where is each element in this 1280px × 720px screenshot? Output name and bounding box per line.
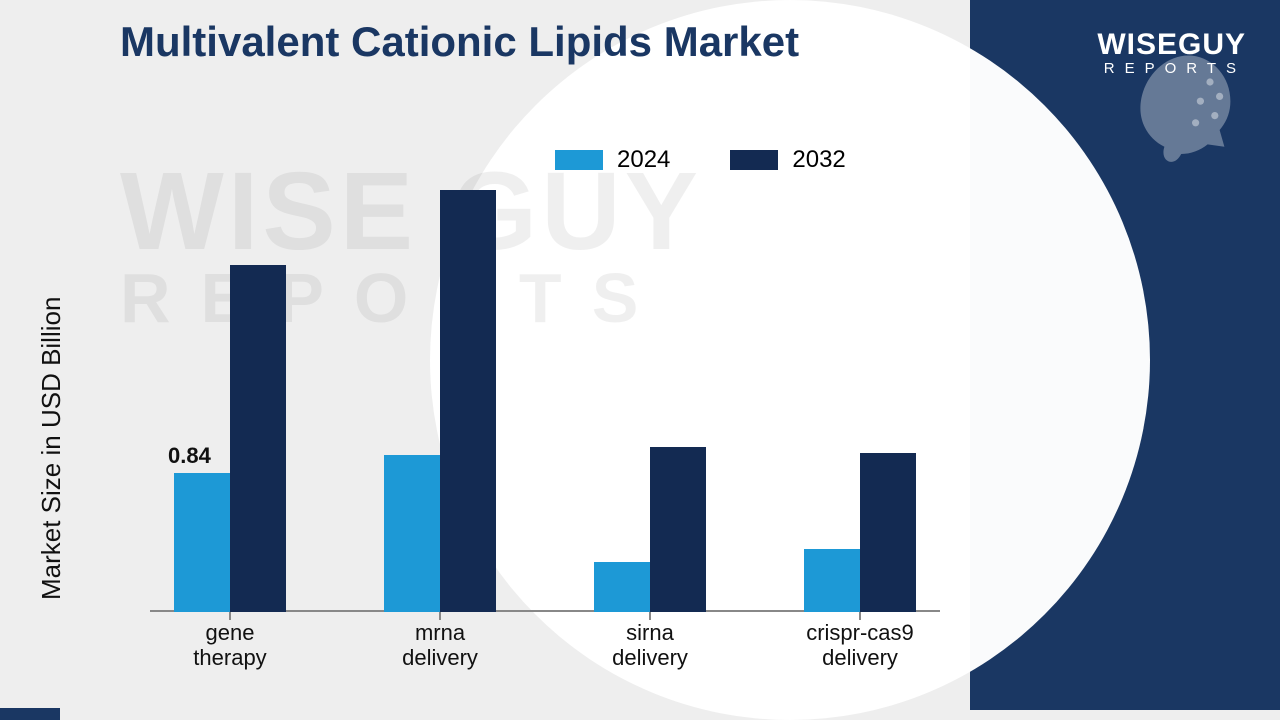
bar-2032 [860,453,916,612]
brand-logo: WISEGUY REPORTS [1097,28,1246,77]
legend-label-2024: 2024 [617,146,670,174]
legend: 2024 2032 [555,146,846,174]
category-label: genetherapy [140,620,320,671]
bar-2024 [174,473,230,612]
bar-2024 [384,455,440,612]
legend-label-2032: 2032 [792,146,845,174]
category-label: mrnadelivery [350,620,530,671]
plot-area: 0.84 [150,182,940,612]
category-label: crispr-cas9delivery [770,620,950,671]
legend-item-2032: 2032 [730,146,845,174]
legend-swatch-2032 [730,150,778,170]
bar-2032 [440,190,496,612]
y-axis-label: Market Size in USD Billion [36,297,67,600]
category-label: sirnadelivery [560,620,740,671]
bar-2032 [230,265,286,612]
bar-2024 [594,562,650,612]
chart-title: Multivalent Cationic Lipids Market [120,18,799,66]
legend-item-2024: 2024 [555,146,670,174]
bar-2024 [804,549,860,612]
head-silhouette-icon [1126,46,1246,166]
chart-stage: WISEGUY REPORTS Multivalent Cationic Lip… [0,0,1280,720]
bottom-accent-bar [0,708,60,720]
bar-value-label: 0.84 [168,443,211,469]
x-axis-labels: genetherapymrnadeliverysirnadeliverycris… [150,614,940,674]
legend-swatch-2024 [555,150,603,170]
bar-2032 [650,447,706,612]
